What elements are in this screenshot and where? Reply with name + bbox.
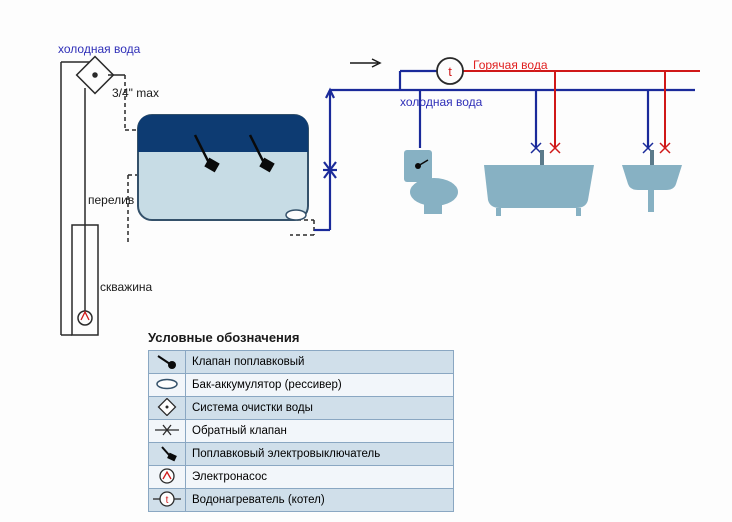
legend-row: Поплавковый электровыключатель [149, 443, 454, 466]
legend-text: Обратный клапан [186, 420, 454, 443]
hot-water-label: Горячая вода [473, 58, 548, 72]
legend-text: Водонагреватель (котел) [186, 489, 454, 512]
fixtures [404, 150, 682, 216]
legend-row: Обратный клапан [149, 420, 454, 443]
filter-icon [149, 397, 186, 420]
legend-table: Клапан поплавковый Бак-аккумулятор (ресс… [148, 350, 454, 512]
float-valve-icon [149, 351, 186, 374]
cold-water-top-label: холодная вода [58, 42, 140, 56]
pipe-size-label: 3/4" max [112, 86, 159, 100]
toilet-icon [404, 150, 458, 214]
heater-legend-icon: t [149, 489, 186, 512]
svg-text:t: t [166, 495, 169, 506]
float-switch-icon [149, 443, 186, 466]
legend-text: Бак-аккумулятор (рессивер) [186, 374, 454, 397]
tank-icon [138, 115, 308, 220]
pump-icon [149, 466, 186, 489]
legend-row: t Водонагреватель (котел) [149, 489, 454, 512]
check-valve-icon [149, 420, 186, 443]
legend-text: Клапан поплавковый [186, 351, 454, 374]
heater-t-label: t [448, 64, 452, 79]
legend-row: Система очистки воды [149, 397, 454, 420]
well-label: скважина [100, 280, 152, 294]
legend-text: Система очистки воды [186, 397, 454, 420]
legend-text: Электронасос [186, 466, 454, 489]
legend-row: Бак-аккумулятор (рессивер) [149, 374, 454, 397]
cold-water-right-label: холодная вода [400, 95, 482, 109]
overflow-label: перелив [88, 193, 134, 207]
bathtub-icon [484, 150, 594, 216]
legend-title: Условные обозначения [148, 330, 299, 345]
legend-text: Поплавковый электровыключатель [186, 443, 454, 466]
heater-icon: t [437, 58, 463, 84]
receiver-icon [149, 374, 186, 397]
sink-icon [622, 150, 682, 212]
legend-row: Электронасос [149, 466, 454, 489]
legend-row: Клапан поплавковый [149, 351, 454, 374]
